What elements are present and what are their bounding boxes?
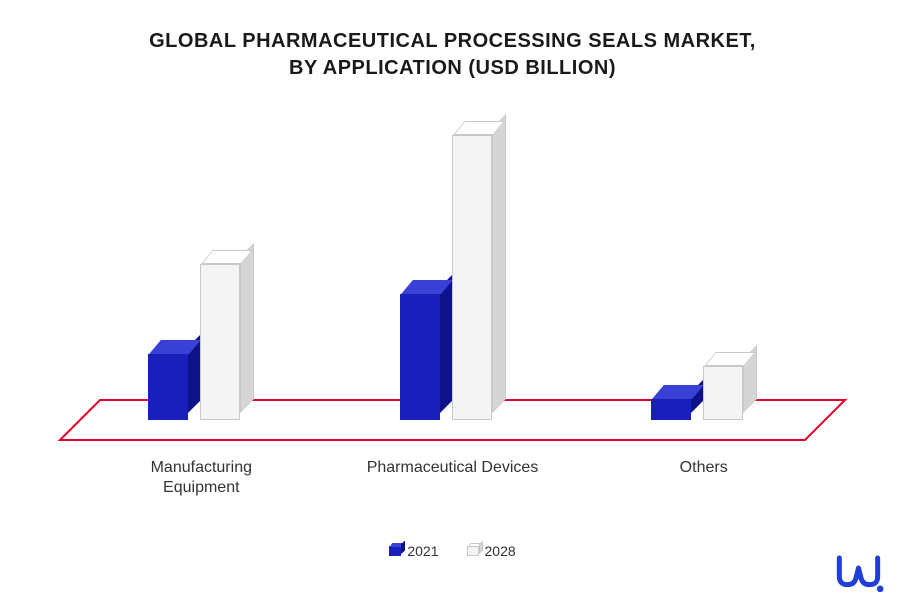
category-label: ManufacturingEquipment bbox=[91, 440, 311, 498]
bar-y2021 bbox=[651, 399, 691, 420]
title-line-1: GLOBAL PHARMACEUTICAL PROCESSING SEALS M… bbox=[0, 28, 905, 55]
bar-y2021 bbox=[400, 294, 440, 420]
title-line-2: BY APPLICATION (USD BILLION) bbox=[0, 55, 905, 82]
legend-item-2021: 2021 bbox=[389, 543, 438, 559]
bar-group bbox=[148, 120, 254, 420]
chart-plot-area: ManufacturingEquipmentPharmaceutical Dev… bbox=[60, 120, 845, 440]
brand-logo-icon bbox=[835, 553, 887, 593]
bar-y2028 bbox=[703, 366, 743, 420]
legend-label-2021: 2021 bbox=[407, 543, 438, 559]
bar-y2021 bbox=[148, 354, 188, 420]
chart-title: GLOBAL PHARMACEUTICAL PROCESSING SEALS M… bbox=[0, 0, 905, 82]
bar-group bbox=[400, 120, 506, 420]
category-label: Others bbox=[594, 440, 814, 478]
bar-y2028 bbox=[452, 135, 492, 420]
legend-label-2028: 2028 bbox=[485, 543, 516, 559]
bar-y2028 bbox=[200, 264, 240, 420]
legend-swatch-2028 bbox=[467, 546, 479, 556]
legend: 2021 2028 bbox=[0, 543, 905, 559]
legend-item-2028: 2028 bbox=[467, 543, 516, 559]
legend-swatch-2021 bbox=[389, 546, 401, 556]
category-label: Pharmaceutical Devices bbox=[343, 440, 563, 478]
bar-group bbox=[651, 120, 757, 420]
